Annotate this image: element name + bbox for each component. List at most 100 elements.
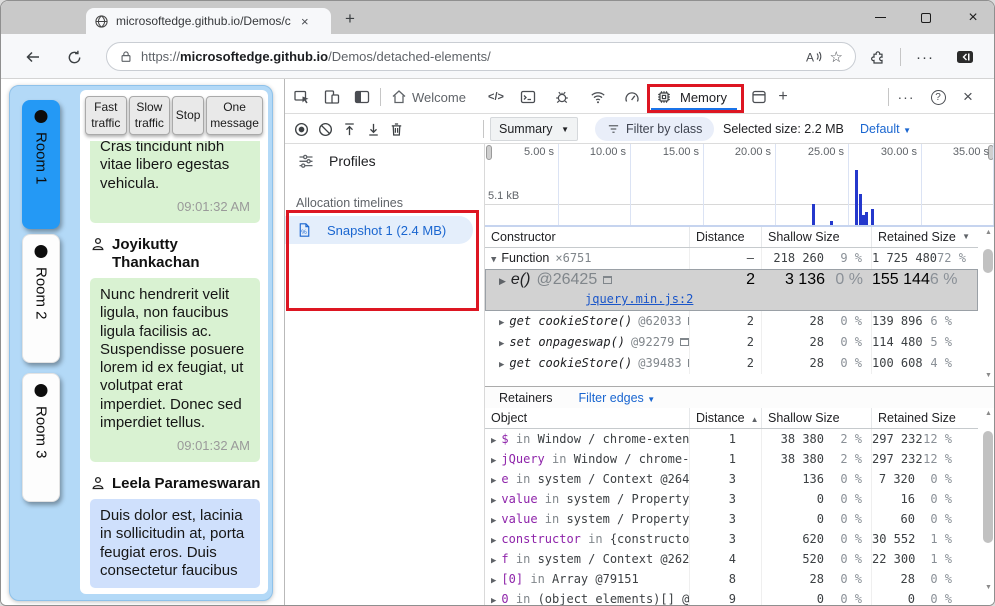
expander-icon[interactable]: ▶ xyxy=(491,576,497,586)
tab-close-icon[interactable]: × xyxy=(301,13,309,29)
scroll-up-icon[interactable]: ▲ xyxy=(985,410,992,417)
col-distance[interactable]: Distance xyxy=(690,227,762,247)
extensions-icon[interactable] xyxy=(867,46,889,68)
retainer-row[interactable]: ▶ constructor in {constructor, 3 620 0 % 3… xyxy=(485,529,978,549)
back-button[interactable] xyxy=(22,46,44,68)
col-shallow-size[interactable]: Shallow Size xyxy=(762,227,872,247)
class-filter-input[interactable]: Filter by class xyxy=(595,117,715,141)
reveal-icon[interactable] xyxy=(603,276,613,284)
reveal-icon[interactable] xyxy=(687,317,689,325)
expander-icon[interactable]: ▶ xyxy=(499,276,506,286)
col-constructor[interactable]: Constructor xyxy=(485,227,690,247)
more-tools-plus-icon[interactable]: + xyxy=(778,88,788,105)
network-wifi-icon[interactable] xyxy=(587,86,609,108)
maximize-button[interactable] xyxy=(911,1,941,34)
scrollbar-thumb[interactable] xyxy=(983,249,993,273)
reveal-icon[interactable] xyxy=(680,338,689,346)
expander-icon[interactable]: ▶ xyxy=(499,318,505,328)
reveal-icon[interactable] xyxy=(687,359,689,367)
constructor-row[interactable]: ▼ Function ×6751 – 218 260 9 % 1 725 480 72 … xyxy=(485,248,978,269)
retainer-row[interactable]: ▶ value in system / PropertyCel 3 0 0 % 16… xyxy=(485,489,978,509)
retainer-row[interactable]: ▶ jQuery in Window / chrome-ext 1 38 380 2… xyxy=(485,449,978,469)
scroll-up-icon[interactable]: ▲ xyxy=(985,229,992,236)
range-handle-left[interactable] xyxy=(486,145,492,160)
constructor-row[interactable]: ▶ set onpageswap() @92279 2 28 0 % 114 480 5… xyxy=(485,332,978,353)
summary-dropdown[interactable]: Summary ▼ xyxy=(490,117,578,141)
cell-shallow-pct: 0 % xyxy=(840,592,862,606)
col-retained-size[interactable]: Retained Size ▼ xyxy=(872,227,978,247)
cell-distance: 8 xyxy=(690,569,762,589)
retainer-row[interactable]: ▶ e in system / Context @26421 3 136 0 % 7… xyxy=(485,469,978,489)
constructor-row[interactable]: ▶ get cookieStore() @62033 2 28 0 % 139 896… xyxy=(485,311,978,332)
default-dropdown[interactable]: Default ▼ xyxy=(860,122,911,136)
expander-icon[interactable]: ▶ xyxy=(491,496,497,506)
expander-icon[interactable]: ▶ xyxy=(491,456,497,466)
expander-icon[interactable]: ▶ xyxy=(499,339,505,349)
sidebar-toggle-icon[interactable] xyxy=(954,46,976,68)
minimize-button[interactable] xyxy=(865,1,895,34)
expander-icon[interactable]: ▶ xyxy=(491,436,497,446)
retainer-row[interactable]: ▶ $ in Window / chrome-extensi 1 38 380 2 … xyxy=(485,429,978,449)
col-object[interactable]: Object xyxy=(485,408,690,428)
favorite-star-icon[interactable]: ☆ xyxy=(829,48,843,66)
save-profile-icon[interactable] xyxy=(363,119,383,139)
retainer-row[interactable]: ▶ f in system / Context @26257 4 520 0 % 2… xyxy=(485,549,978,569)
expander-icon[interactable]: ▼ xyxy=(491,255,497,265)
close-button[interactable]: × xyxy=(968,8,978,26)
room-tab-1[interactable]: Room 1 xyxy=(22,100,60,229)
fast-traffic-button[interactable]: Fast traffic xyxy=(85,96,127,136)
scrollbar-thumb[interactable] xyxy=(983,431,993,543)
refresh-button[interactable] xyxy=(63,46,85,68)
expander-icon[interactable]: ▶ xyxy=(491,556,497,566)
performance-gauge-icon[interactable] xyxy=(621,86,643,108)
expander-icon[interactable]: ▶ xyxy=(491,516,497,526)
expander-icon[interactable]: ▶ xyxy=(499,360,505,370)
source-link[interactable]: jquery.min.js:2 xyxy=(585,292,694,306)
col-shallow-size[interactable]: Shallow Size xyxy=(762,408,872,428)
debug-bug-icon[interactable] xyxy=(551,86,573,108)
retainer-row[interactable]: ▶ [0] in Array @79151 8 28 0 % 28 0 % xyxy=(485,569,978,589)
constructor-row[interactable]: ▶ get cookieStore() @39483 2 28 0 % 100 608… xyxy=(485,353,978,374)
expander-icon[interactable]: ▶ xyxy=(491,476,497,486)
retainer-row[interactable]: ▶ value in system / PropertyCel 3 0 0 % 60… xyxy=(485,509,978,529)
timeline-chart[interactable]: 5.1 kB 5.00 s 10.00 s 15.00 s 20.00 s 25.00 … xyxy=(485,144,994,227)
person-icon xyxy=(90,236,106,252)
sources-icon[interactable]: </> xyxy=(488,91,504,103)
col-retained-size[interactable]: Retained Size xyxy=(878,411,956,425)
address-bar[interactable]: https://microsoftedge.github.io/Demos/de… xyxy=(106,42,856,71)
constructor-table-header[interactable]: Constructor Distance Shallow Size Retain… xyxy=(485,227,978,248)
one-message-button[interactable]: One message xyxy=(206,96,264,136)
read-aloud-icon[interactable]: A xyxy=(804,49,822,65)
inspect-icon[interactable] xyxy=(291,86,313,108)
scroll-down-icon[interactable]: ▼ xyxy=(985,372,992,379)
new-tab-button[interactable]: + xyxy=(345,9,355,28)
app-window-icon[interactable] xyxy=(748,86,770,108)
expander-icon[interactable]: ▶ xyxy=(491,536,497,546)
scroll-down-icon[interactable]: ▼ xyxy=(985,584,992,591)
room-tab-3[interactable]: Room 3 xyxy=(22,373,60,502)
delete-trash-icon[interactable] xyxy=(386,119,406,139)
load-profile-icon[interactable] xyxy=(339,119,359,139)
more-menu-button[interactable]: ··· xyxy=(916,48,934,66)
browser-tab[interactable]: microsoftedge.github.io/Demos/c × xyxy=(86,8,331,34)
default-label: Default xyxy=(860,122,900,136)
retainer-row[interactable]: ▶ 0 in (object elements)[] @791 9 0 0 % 0 0… xyxy=(485,589,978,606)
constructor-row-selected[interactable]: ▶ e() @26425 2 3 136 0 % 155 144 6 % jquery.… xyxy=(485,269,978,311)
filter-edges-dropdown[interactable]: Filter edges ▼ xyxy=(579,391,656,405)
col-distance[interactable]: Distance ▲ xyxy=(690,408,762,428)
console-icon[interactable] xyxy=(517,86,539,108)
snapshot-item[interactable]: % Snapshot 1 (2.4 MB) xyxy=(285,216,473,244)
help-icon[interactable]: ? xyxy=(927,86,949,108)
device-emulation-icon[interactable] xyxy=(321,86,343,108)
room-tab-2[interactable]: Room 2 xyxy=(22,234,60,363)
devtools-more-icon[interactable]: ··· xyxy=(897,89,915,105)
stop-button[interactable]: Stop xyxy=(172,96,205,136)
dock-side-icon[interactable] xyxy=(351,86,373,108)
slow-traffic-button[interactable]: Slow traffic xyxy=(128,96,171,136)
devtools-close-icon[interactable]: × xyxy=(963,87,973,106)
object-table-header[interactable]: Object Distance ▲ Shallow Size Retained S… xyxy=(485,408,978,429)
clear-icon[interactable] xyxy=(315,119,335,139)
expander-icon[interactable]: ▶ xyxy=(491,596,497,606)
message-list[interactable]: Cras tincidunt nibh vitae libero egestas… xyxy=(80,141,268,594)
record-icon[interactable] xyxy=(291,119,311,139)
